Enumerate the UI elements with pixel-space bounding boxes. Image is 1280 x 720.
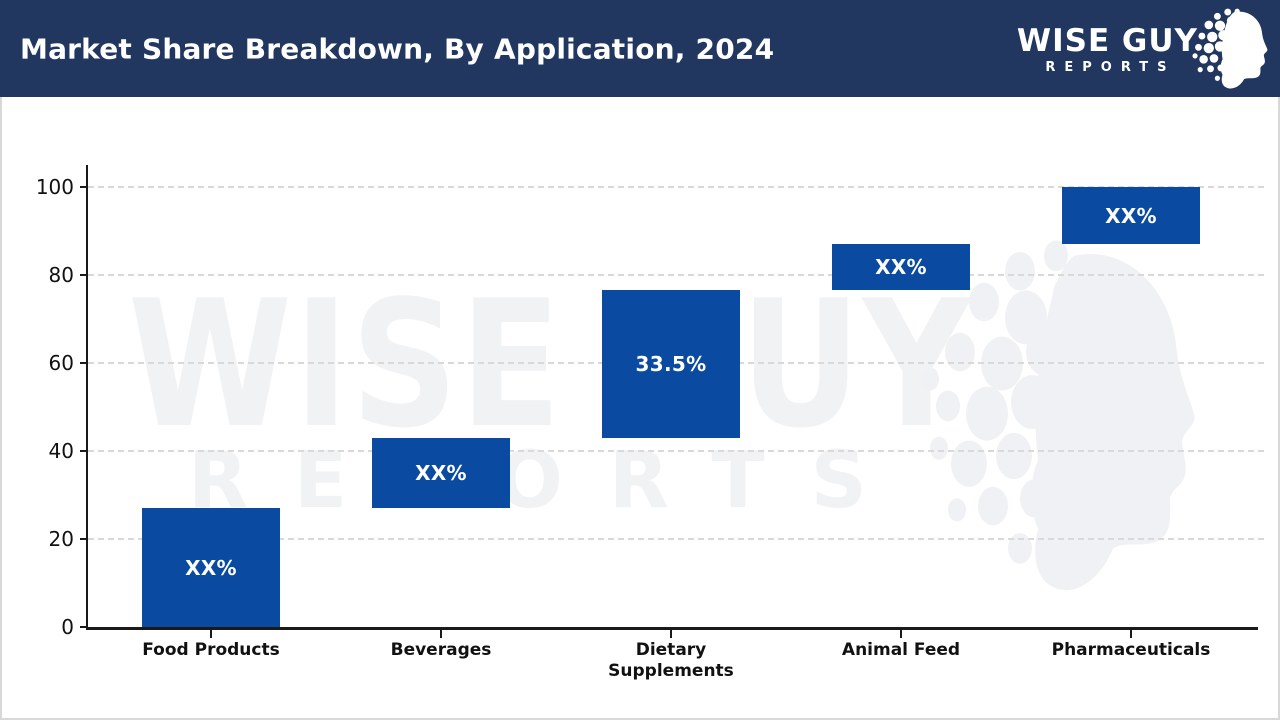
x-axis-tick-food-products	[210, 630, 212, 638]
y-axis-tick-100	[80, 186, 88, 188]
y-axis-tick-0	[80, 626, 88, 628]
x-tick-label-dietary-supplements: Dietary Supplements	[608, 640, 734, 682]
x-tick-label-beverages: Beverages	[390, 640, 492, 660]
y-tick-label-100: 100	[35, 175, 74, 199]
brand-logo-text: WISE GUY REPORTS	[1017, 23, 1198, 75]
y-axis-tick-20	[80, 538, 88, 540]
x-tick-label-animal-feed: Animal Feed	[841, 640, 961, 660]
y-axis-tick-60	[80, 362, 88, 364]
brand-head-icon	[1182, 6, 1270, 92]
watermark-brand-subname: REPORTS	[188, 436, 913, 526]
watermark-head-icon	[900, 225, 1200, 610]
header-banner: Market Share Breakdown, By Application, …	[0, 0, 1280, 97]
page-border-right	[1278, 97, 1280, 720]
x-axis-tick-animal-feed	[900, 630, 902, 638]
y-tick-label-60: 60	[48, 351, 74, 375]
x-axis-tick-beverages	[440, 630, 442, 638]
bar-value-label-pharmaceuticals: XX%	[1105, 203, 1157, 228]
x-axis-line	[86, 627, 1258, 630]
y-tick-label-0: 0	[61, 615, 74, 639]
x-tick-label-food-products: Food Products	[142, 640, 280, 660]
bar-dietary-supplements: 33.5%	[602, 290, 740, 438]
gridline-y-80	[88, 274, 1264, 276]
page-border-left	[0, 97, 2, 720]
y-tick-label-80: 80	[48, 263, 74, 287]
brand-name: WISE GUY	[1016, 23, 1198, 59]
x-axis-tick-pharmaceuticals	[1130, 630, 1132, 638]
page-border-bottom	[0, 718, 1280, 720]
y-axis-tick-80	[80, 274, 88, 276]
bar-value-label-animal-feed: XX%	[875, 255, 927, 280]
y-axis-line	[86, 165, 88, 630]
gridline-y-20	[88, 538, 1264, 540]
bar-value-label-dietary-supplements: 33.5%	[635, 352, 707, 377]
brand-logo: WISE GUY REPORTS	[1017, 5, 1270, 93]
y-tick-label-40: 40	[48, 439, 74, 463]
bar-food-products: XX%	[142, 508, 280, 627]
bar-value-label-beverages: XX%	[415, 460, 467, 485]
bar-animal-feed: XX%	[832, 244, 970, 291]
chart-title: Market Share Breakdown, By Application, …	[20, 32, 775, 65]
watermark-brand-name: WISE GUY	[128, 264, 973, 467]
brand-subname: REPORTS	[1045, 60, 1176, 75]
x-tick-label-pharmaceuticals: Pharmaceuticals	[1051, 640, 1211, 660]
x-axis-tick-dietary-supplements	[670, 630, 672, 638]
y-tick-label-20: 20	[48, 527, 74, 551]
y-axis-tick-40	[80, 450, 88, 452]
bar-value-label-food-products: XX%	[185, 555, 237, 580]
bar-pharmaceuticals: XX%	[1062, 187, 1200, 245]
gridline-y-100	[88, 186, 1264, 188]
gridline-y-40	[88, 450, 1264, 452]
bar-beverages: XX%	[372, 437, 510, 509]
